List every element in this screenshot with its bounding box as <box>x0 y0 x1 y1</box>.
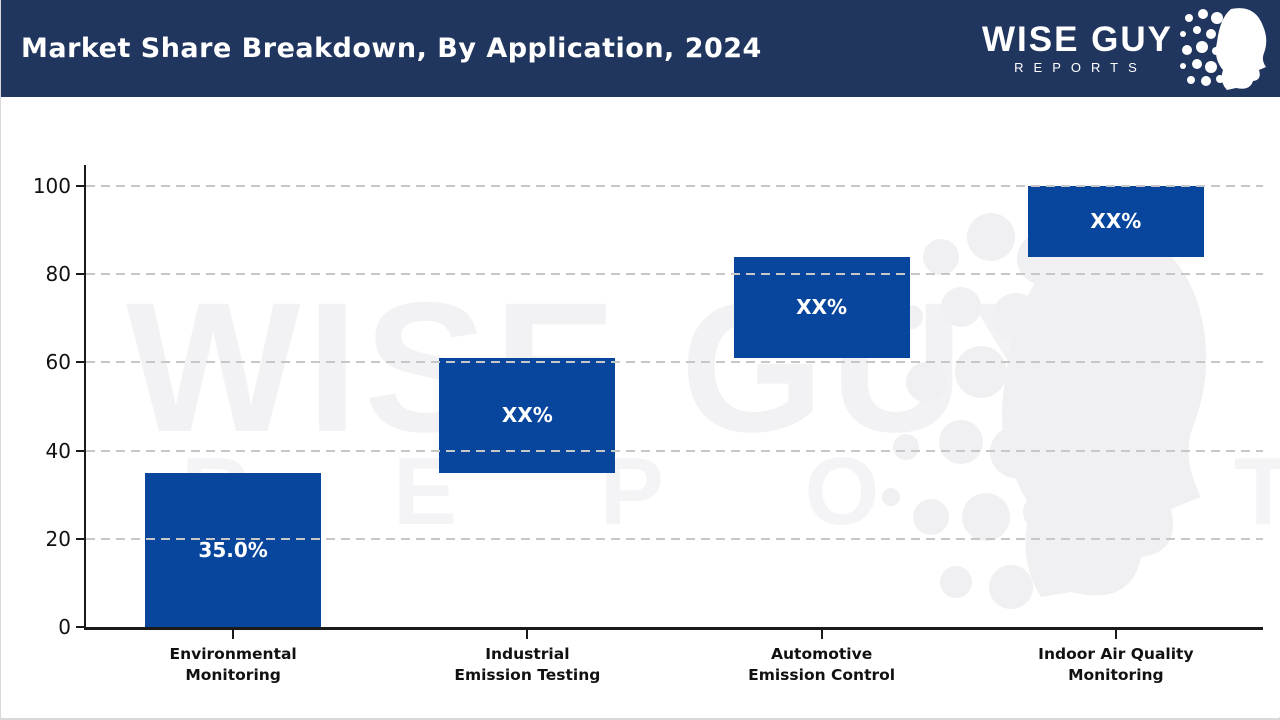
x-axis-tick <box>526 630 529 639</box>
y-axis-tick <box>76 449 84 452</box>
y-axis-tick <box>76 361 84 364</box>
x-axis-tick <box>1114 630 1117 639</box>
x-category-label-line: Emission Control <box>748 666 896 684</box>
y-tick-label: 80 <box>45 262 71 287</box>
bar-segment: XX% <box>1027 186 1204 257</box>
y-axis-tick <box>76 626 84 628</box>
brand-logo-text: WISE GUY REPORTS <box>981 20 1173 76</box>
y-tick-label: 40 <box>45 438 71 463</box>
gridline <box>86 185 1263 187</box>
x-category-label-line: Monitoring <box>1068 666 1164 684</box>
y-tick-label: 100 <box>32 174 71 198</box>
bar-value-label: XX% <box>501 403 553 428</box>
bar-segment: XX% <box>733 256 910 358</box>
brand-subtitle: REPORTS <box>1014 60 1147 75</box>
x-category-label-line: Indoor Air Quality <box>1038 645 1194 663</box>
y-tick-label: 60 <box>45 350 71 375</box>
x-category-label-line: Emission Testing <box>454 666 601 684</box>
y-axis-tick <box>76 185 84 187</box>
x-category-label: Industrial Emission Testing <box>397 644 657 686</box>
x-category-label-line: Automotive <box>771 645 873 663</box>
gridline <box>86 537 1263 540</box>
x-axis-tick <box>232 630 235 639</box>
gridline <box>86 449 1263 452</box>
gridline <box>86 273 1263 276</box>
x-category-label-line: Industrial <box>485 645 570 663</box>
x-category-label: Automotive Emission Control <box>692 644 952 686</box>
bar-segment: XX% <box>439 357 616 473</box>
header-bar: Market Share Breakdown, By Application, … <box>1 0 1280 97</box>
x-category-label-line: Monitoring <box>185 666 281 684</box>
plot: 0 20 40 60 80 100 35.0% Environmental Monitoring… <box>33 165 1263 684</box>
x-category-label: Indoor Air Quality Monitoring <box>986 644 1246 686</box>
gridline <box>86 361 1263 364</box>
brand-logo: WISE GUY REPORTS <box>982 6 1280 92</box>
y-axis-tick <box>76 273 84 276</box>
bar-value-label: XX% <box>796 295 848 320</box>
x-category-label-line: Environmental <box>169 645 297 663</box>
bar-value-label: 35.0% <box>198 537 268 562</box>
x-axis-tick <box>820 630 823 639</box>
x-category-label: Environmental Monitoring <box>103 644 363 686</box>
page-title: Market Share Breakdown, By Application, … <box>21 33 762 64</box>
y-tick-label: 20 <box>45 526 71 551</box>
brand-name: WISE GUY <box>981 20 1173 59</box>
y-tick-label: 0 <box>58 615 71 639</box>
x-axis-line <box>84 627 1263 630</box>
bar-value-label: XX% <box>1090 209 1142 234</box>
bar-segment: 35.0% <box>145 472 322 627</box>
y-axis-line <box>84 165 86 630</box>
chart-area: WISE GUY R E P O R T S 02040608010035.0%… <box>1 97 1280 717</box>
logo-face-icon <box>1180 7 1267 90</box>
y-axis-tick <box>76 537 84 540</box>
